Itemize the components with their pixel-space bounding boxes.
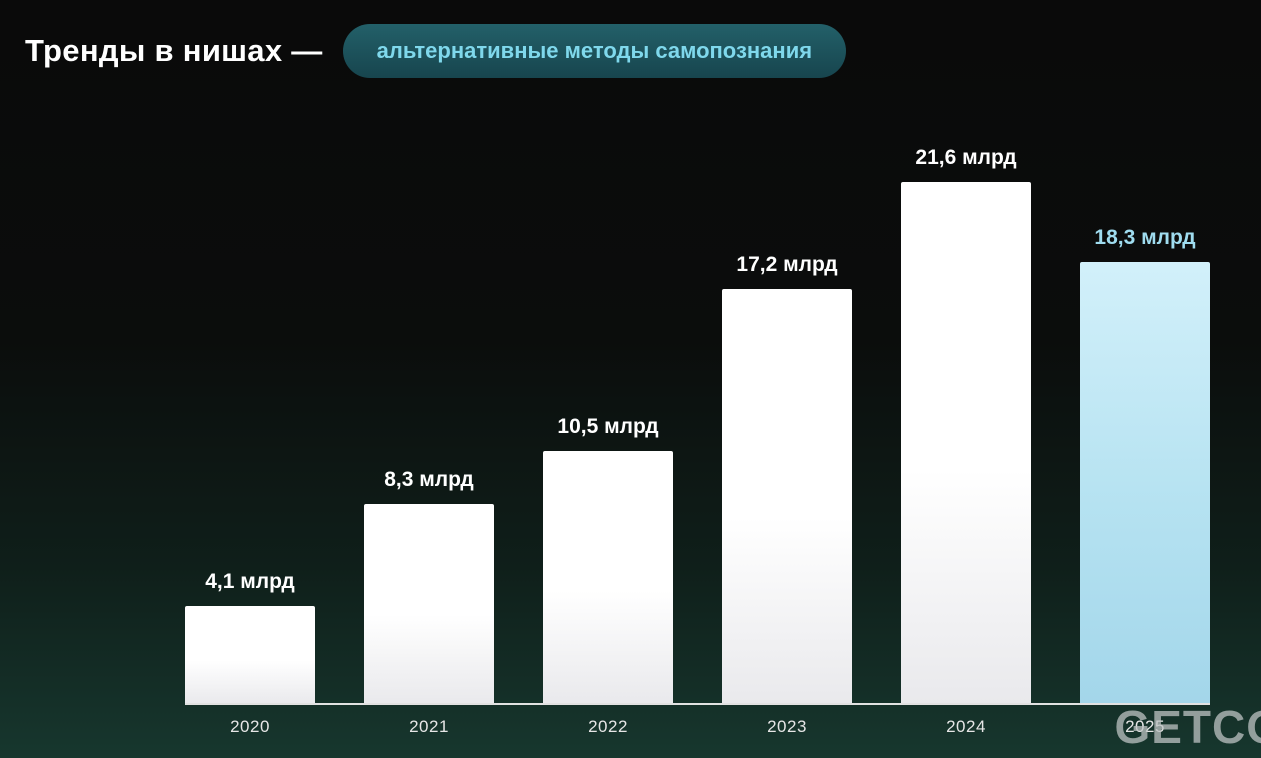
bar (185, 606, 315, 705)
bar-group: 4,1 млрд 2020 (185, 120, 315, 736)
bar-value-label: 18,3 млрд (1094, 226, 1196, 249)
bar-chart: 4,1 млрд 2020 8,3 млрд 2021 10,5 млрд 20… (185, 120, 1210, 736)
topic-badge: альтернативные методы самопознания (342, 24, 847, 78)
getcourse-logo: GETCO (1114, 701, 1261, 753)
bar-value-label: 8,3 млрд (384, 468, 474, 491)
x-axis-tick-label: 2021 (409, 717, 449, 736)
x-axis-tick-label: 2025 (1125, 717, 1165, 736)
bar (901, 182, 1031, 705)
page-title: Тренды в нишах — (25, 33, 323, 68)
bar (1080, 262, 1210, 705)
x-axis-tick-label: 2020 (230, 717, 270, 736)
bar (364, 504, 494, 705)
bar-group: 17,2 млрд 2023 (722, 120, 852, 736)
x-axis-tick-label: 2023 (767, 717, 807, 736)
bar (543, 451, 673, 705)
bar-value-label: 21,6 млрд (915, 146, 1017, 169)
bar-value-label: 17,2 млрд (736, 253, 838, 276)
bar-group: 18,3 млрд 2025 (1080, 120, 1210, 736)
bar (722, 289, 852, 705)
bars-container: 4,1 млрд 2020 8,3 млрд 2021 10,5 млрд 20… (185, 120, 1210, 736)
bar-value-label: 4,1 млрд (205, 570, 295, 593)
x-axis-tick-label: 2022 (588, 717, 628, 736)
x-axis-tick-label: 2024 (946, 717, 986, 736)
bar-value-label: 10,5 млрд (557, 415, 659, 438)
bar-group: 8,3 млрд 2021 (364, 120, 494, 736)
bar-group: 10,5 млрд 2022 (543, 120, 673, 736)
bar-group: 21,6 млрд 2024 (901, 120, 1031, 736)
x-axis-line (185, 703, 1210, 705)
header: Тренды в нишах — альтернативные методы с… (25, 24, 847, 78)
